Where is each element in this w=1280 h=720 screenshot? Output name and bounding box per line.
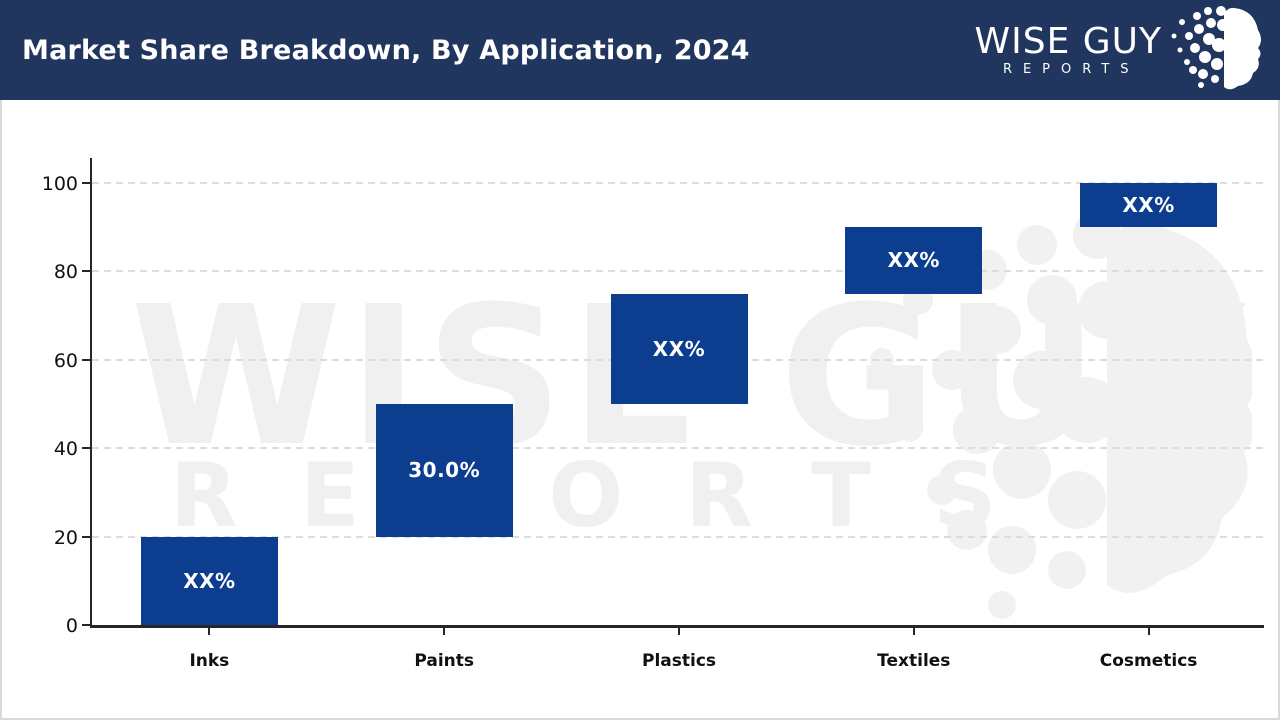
- bar-cosmetics: XX%: [1080, 183, 1218, 228]
- y-tick-mark-0: [82, 624, 90, 626]
- y-tick-label-0: 0: [65, 615, 78, 637]
- x-tick-mark-paints: [443, 628, 446, 635]
- y-tick-label-40: 40: [53, 438, 78, 461]
- watermark-face-icon: [852, 200, 1257, 684]
- y-tick-label-20: 20: [53, 526, 78, 549]
- y-tick-mark-40: [82, 447, 90, 450]
- wiseguy-logo-text: WISE GUY REPORTS: [974, 20, 1163, 78]
- x-tick-mark-inks: [208, 628, 211, 635]
- bar-value-label-paints: 30.0%: [408, 458, 481, 483]
- bar-textiles: XX%: [845, 227, 983, 294]
- wiseguy-face-icon: [1168, 4, 1264, 96]
- wiseguy-logo: WISE GUY REPORTS: [975, 4, 1280, 96]
- y-tick-label-60: 60: [53, 349, 78, 372]
- logo-reports-label: REPORTS: [1002, 62, 1140, 78]
- gridline-80: [92, 270, 1264, 273]
- bar-plastics: XX%: [610, 293, 748, 404]
- gridline-100: [92, 182, 1264, 184]
- chart-area: WISE GUY REPORTS 0 20 40 60 80 100 Inks Paints P…: [0, 100, 1280, 720]
- y-tick-mark-100: [82, 182, 90, 184]
- bar-inks: XX%: [140, 536, 278, 625]
- y-tick-mark-80: [82, 270, 90, 273]
- x-tick-label-textiles: Textiles: [877, 651, 951, 671]
- bar-value-label-inks: XX%: [183, 568, 236, 593]
- gridline-20: [92, 535, 1264, 538]
- x-tick-label-paints: Paints: [414, 651, 475, 671]
- gridline-40: [92, 447, 1264, 450]
- y-tick-label-80: 80: [53, 261, 78, 284]
- bar-value-label-plastics: XX%: [652, 336, 706, 361]
- x-tick-mark-cosmetics: [1147, 628, 1150, 635]
- bar-paints: 30.0%: [375, 404, 513, 537]
- y-tick-mark-60: [82, 358, 90, 361]
- bar-value-label-cosmetics: XX%: [1122, 193, 1175, 218]
- y-tick-mark-20: [82, 535, 90, 538]
- watermark-reports: REPORTS: [170, 444, 1059, 547]
- x-tick-label-cosmetics: Cosmetics: [1099, 651, 1198, 671]
- chart-title: Market Share Breakdown, By Application, …: [22, 34, 750, 66]
- x-tick-mark-textiles: [912, 628, 915, 635]
- header-bar: Market Share Breakdown, By Application, …: [0, 0, 1280, 100]
- bar-value-label-textiles: XX%: [887, 248, 940, 273]
- logo-wiseguy-label: WISE GUY: [974, 20, 1162, 62]
- y-tick-label-100: 100: [41, 173, 78, 195]
- x-tick-label-inks: Inks: [189, 651, 230, 671]
- x-tick-mark-plastics: [678, 628, 680, 635]
- x-tick-label-plastics: Plastics: [641, 651, 717, 671]
- plot-area: 0 20 40 60 80 100 Inks Paints Plastics Textiles Co…: [42, 158, 1264, 671]
